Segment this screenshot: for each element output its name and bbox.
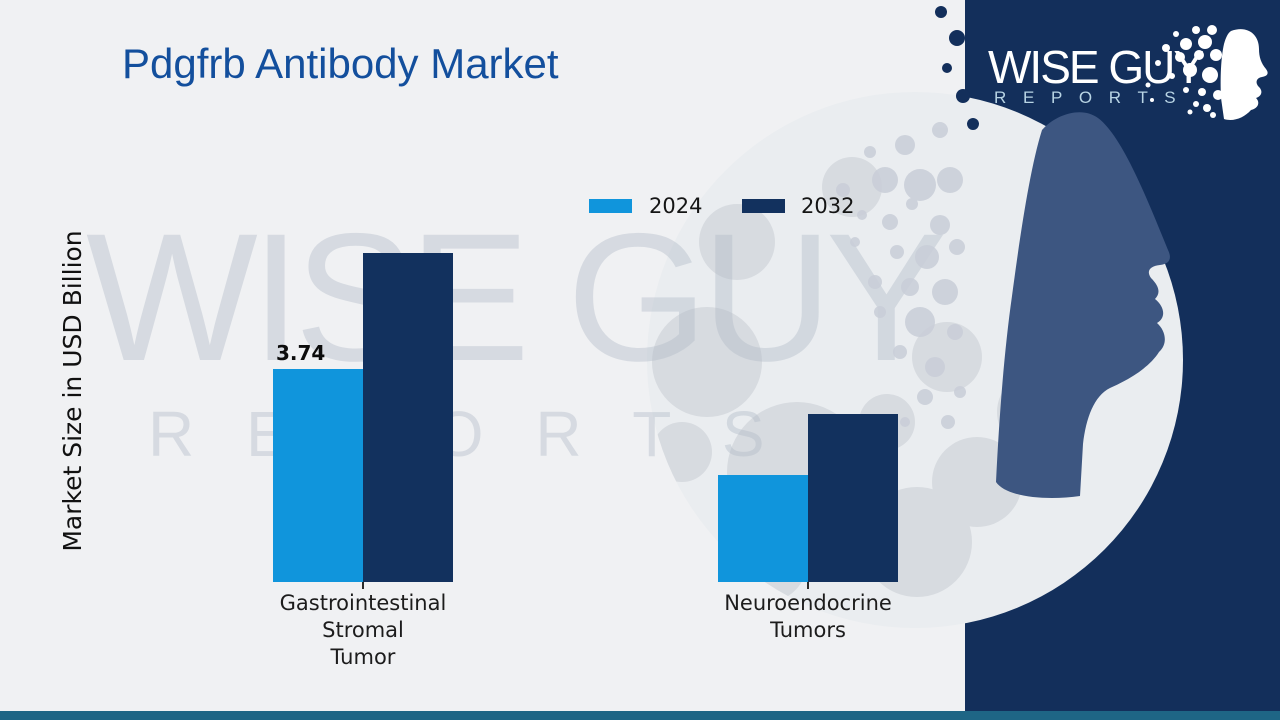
watermark-line1: WISE GUY [86, 195, 947, 399]
bar-2024-gastrointestinal-stromal-tumor [273, 369, 363, 582]
bar-2024-neuroendocrine-tumors [718, 475, 808, 582]
x-axis-tick-2 [807, 582, 809, 589]
x-axis-tick-1 [362, 582, 364, 589]
footer-accent-bar [0, 711, 1280, 720]
category-label-neuroendocrine-tumors: Neuroendocrine Tumors [724, 591, 892, 642]
bar-2032-gastrointestinal-stromal-tumor [363, 253, 453, 582]
watermark-line2: R E P O R T S [148, 398, 782, 470]
brand-logo-subtitle: R E P O R T S [994, 88, 1182, 107]
legend-label-2032: 2032 [801, 194, 855, 218]
bar-value-label: 3.74 [276, 341, 326, 365]
legend-swatch-2032 [742, 199, 785, 213]
legend-swatch-2024 [589, 199, 632, 213]
y-axis-label: Market Size in USD Billion [58, 230, 87, 552]
legend-label-2024: 2024 [649, 194, 703, 218]
bar-2032-neuroendocrine-tumors [808, 414, 898, 582]
brand-logo-name: WISE GUY [988, 41, 1204, 93]
chart-title: Pdgfrb Antibody Market [122, 40, 559, 87]
category-label-gastrointestinal-stromal-tumor: Gastrointestinal Stromal Tumor [279, 591, 447, 669]
watermark: WISE GUY R E P O R T S [86, 195, 947, 470]
